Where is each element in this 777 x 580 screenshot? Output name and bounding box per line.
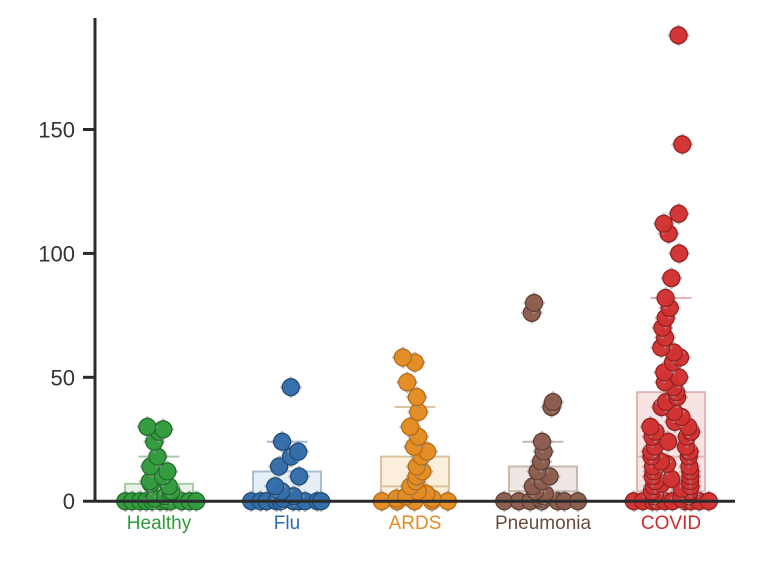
data-point (274, 433, 291, 450)
chart-container: 0 50 100 150 Healthy Flu ARDS Pneumonia COVID (0, 0, 777, 580)
data-point (408, 389, 425, 406)
data-point (290, 443, 307, 460)
data-point (291, 468, 308, 485)
y-tick-label: 100 (38, 241, 75, 266)
data-point (534, 433, 551, 450)
category-label-ards: ARDS (389, 513, 442, 534)
data-point (267, 478, 284, 495)
data-point (663, 270, 680, 287)
category-label-covid: COVID (641, 513, 701, 534)
data-point (282, 379, 299, 396)
category-label-flu: Flu (274, 513, 300, 534)
data-point (399, 374, 416, 391)
data-point (655, 215, 672, 232)
data-point (674, 136, 691, 153)
data-point (159, 463, 176, 480)
data-point (670, 205, 687, 222)
category-label-healthy: Healthy (127, 513, 192, 534)
data-point (526, 294, 543, 311)
data-point (394, 349, 411, 366)
y-tick-label: 50 (51, 365, 75, 390)
data-point (155, 421, 172, 438)
y-tick-label: 150 (38, 118, 75, 143)
strip-box-chart: 0 50 100 150 Healthy Flu ARDS Pneumonia COVID (0, 0, 777, 580)
data-point (149, 448, 166, 465)
data-point (670, 27, 687, 44)
data-point (671, 245, 688, 262)
data-point (139, 418, 156, 435)
data-point (642, 418, 659, 435)
data-point (545, 394, 562, 411)
y-tick-label: 0 (63, 489, 75, 514)
data-point (657, 290, 674, 307)
category-label-pneumonia: Pneumonia (495, 513, 592, 534)
